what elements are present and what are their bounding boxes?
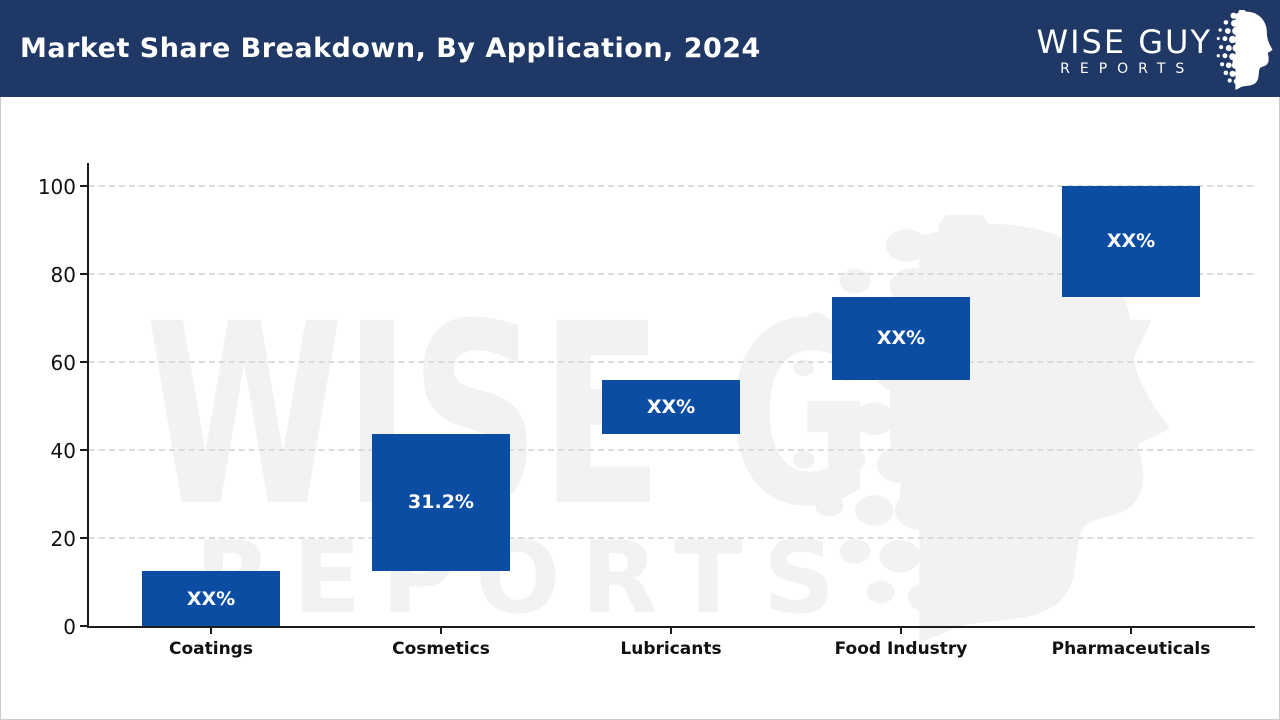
waterfall-bar-lubricants: XX% (602, 379, 740, 434)
chart-title: Market Share Breakdown, By Application, … (20, 33, 761, 64)
x-axis-label: Lubricants (620, 639, 722, 659)
gridline-40 (89, 449, 1253, 451)
y-tick-60 (80, 361, 88, 363)
y-tick-20 (80, 537, 88, 539)
x-tick-4 (1130, 628, 1132, 634)
bar-value-label: XX% (876, 327, 926, 350)
y-axis-tick-label: 100 (37, 175, 76, 199)
wiseguy-head-icon (1216, 10, 1273, 90)
x-axis-label: Cosmetics (392, 639, 490, 659)
page-border-left (0, 97, 1, 720)
waterfall-bar-coatings: XX% (142, 571, 280, 626)
gridline-80 (89, 273, 1253, 275)
x-axis-label: Coatings (169, 639, 253, 659)
waterfall-bar-pharmaceuticals: XX% (1062, 186, 1200, 297)
bar-value-label: XX% (646, 395, 696, 418)
bar-value-label: XX% (1106, 230, 1156, 253)
y-axis-tick-label: 0 (63, 615, 76, 639)
x-axis-label: Food Industry (834, 639, 968, 659)
gridline-60 (89, 361, 1253, 363)
header-bar: Market Share Breakdown, By Application, … (0, 0, 1280, 97)
bar-value-label: XX% (186, 587, 236, 610)
wise-guy-logo: WISE GUY REPORTS (1036, 10, 1274, 90)
y-axis-tick-label: 20 (50, 527, 76, 551)
x-tick-1 (440, 628, 442, 634)
logo-name: WISE GUY (1036, 23, 1212, 61)
y-axis-tick-label: 60 (50, 351, 76, 375)
x-axis-line (87, 626, 1255, 628)
y-tick-100 (80, 185, 88, 187)
bar-value-label: 31.2% (408, 491, 474, 514)
x-axis-label: Pharmaceuticals (1051, 639, 1211, 659)
waterfall-bar-food-industry: XX% (832, 296, 970, 380)
y-axis-tick-label: 80 (50, 263, 76, 287)
y-tick-80 (80, 273, 88, 275)
x-tick-2 (670, 628, 672, 634)
logo-sub: REPORTS (1060, 61, 1195, 77)
waterfall-bar-cosmetics: 31.2% (372, 433, 510, 571)
logo-text: WISE GUY REPORTS (1036, 26, 1212, 76)
x-tick-0 (210, 628, 212, 634)
y-tick-40 (80, 449, 88, 451)
y-axis-tick-label: 40 (50, 439, 76, 463)
gridline-20 (89, 537, 1253, 539)
x-tick-3 (900, 628, 902, 634)
y-tick-0 (80, 625, 88, 627)
y-axis-line (87, 163, 89, 628)
gridline-100 (89, 185, 1253, 187)
